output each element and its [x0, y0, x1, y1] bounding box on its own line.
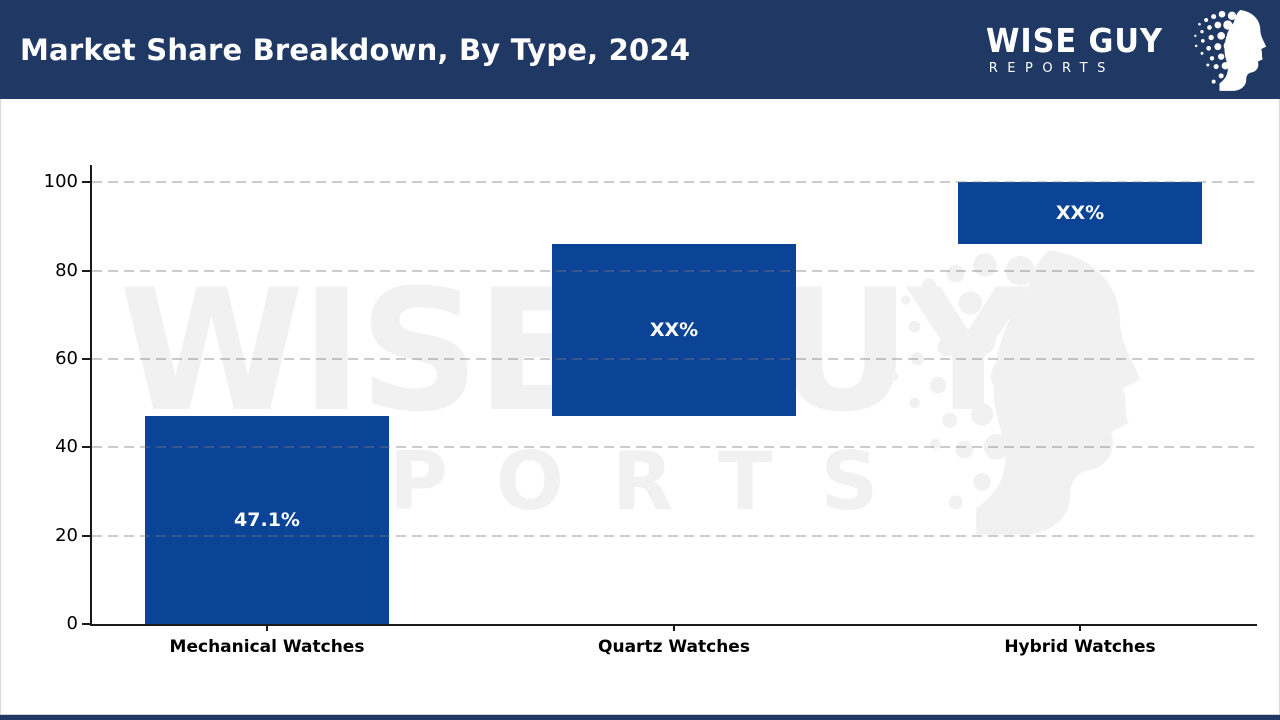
bar-hybrid-watches: XX% — [958, 182, 1202, 245]
y-axis-label-20: 20 — [55, 524, 78, 546]
x-axis-tick-1 — [266, 624, 268, 631]
y-axis-label-40: 40 — [55, 436, 78, 458]
chart-title: Market Share Breakdown, By Type, 2024 — [20, 32, 691, 67]
wiseguy-face-logo-icon — [1172, 6, 1272, 94]
y-axis-label-80: 80 — [55, 259, 78, 281]
header-bar: Market Share Breakdown, By Type, 2024 WI… — [0, 0, 1280, 99]
y-axis-tick-60 — [82, 358, 90, 361]
gridline-40 — [92, 446, 1257, 449]
bar-value-label: XX% — [649, 319, 699, 342]
gridline-100 — [92, 181, 1257, 184]
y-axis-label-0: 0 — [66, 613, 78, 634]
wiseguy-logo-text: WISE GUY REPORTS — [985, 20, 1178, 76]
bar-mechanical-watches: 47.1% — [145, 416, 389, 624]
footer-strip — [0, 714, 1280, 720]
chart-canvas: WISE GUY REPORTS 0 20 40 60 80 100 47.1% Mechan… — [0, 99, 1280, 714]
x-axis-tick-2 — [673, 624, 675, 631]
bar-value-label: XX% — [1055, 202, 1105, 225]
y-axis-tick-100 — [82, 181, 90, 184]
y-axis-label-100: 100 — [43, 171, 78, 193]
x-axis-tick-3 — [1079, 624, 1081, 631]
y-axis-tick-80 — [82, 269, 90, 272]
gridline-20 — [92, 534, 1257, 537]
logo-wordmark: WISE GUY — [985, 20, 1163, 60]
y-axis-label-60: 60 — [55, 348, 78, 370]
y-axis-tick-20 — [82, 534, 90, 537]
y-axis-tick-0 — [82, 623, 90, 625]
logo-subtitle: REPORTS — [988, 60, 1115, 76]
x-axis-label-hybrid-watches: Hybrid Watches — [1004, 637, 1156, 657]
plot-area: 0 20 40 60 80 100 47.1% Mechanical Watches XX% Qu… — [44, 165, 1257, 657]
gridline-60 — [92, 358, 1257, 361]
gridline-80 — [92, 269, 1257, 272]
wiseguy-logo: WISE GUY REPORTS — [986, 2, 1272, 97]
y-axis-tick-40 — [82, 446, 90, 449]
x-axis-label-mechanical-watches: Mechanical Watches — [169, 637, 365, 657]
bar-value-label: 47.1% — [234, 509, 300, 532]
x-axis-label-quartz-watches: Quartz Watches — [598, 637, 750, 657]
bar-quartz-watches: XX% — [552, 244, 796, 417]
